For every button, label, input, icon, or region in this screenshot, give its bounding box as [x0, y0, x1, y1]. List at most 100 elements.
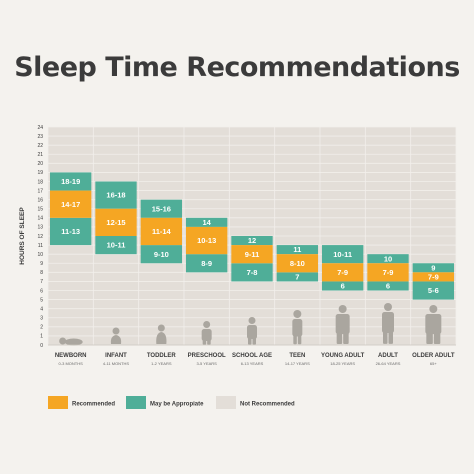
legend-swatch: [48, 396, 68, 409]
bar-lower-appropriate-label: 6: [386, 282, 390, 291]
y-tick-label: 3: [40, 316, 43, 322]
y-tick-label: 13: [37, 225, 43, 231]
y-tick-label: 19: [37, 170, 43, 176]
bar-recommended: [412, 272, 454, 282]
bar-recommended: [322, 263, 364, 282]
bar-recommended: [95, 208, 137, 236]
young-adult-icon: [335, 305, 350, 344]
x-category-label: PRESCHOOL: [188, 353, 226, 359]
x-category-label: OLDER ADULT: [412, 353, 455, 359]
preschooler-icon: [201, 321, 212, 345]
bar-lower-appropriate: [186, 254, 228, 273]
y-tick-label: 18: [37, 179, 43, 185]
bar-upper-appropriate-label: 9: [431, 263, 435, 272]
y-tick-label: 11: [38, 243, 43, 249]
bar-upper-appropriate: [276, 245, 318, 255]
y-tick-label: 6: [40, 288, 43, 294]
bar-recommended-label: 10-13: [197, 236, 216, 245]
bar-recommended: [186, 226, 228, 255]
bar-lower-appropriate: [95, 236, 137, 255]
y-tick-label: 12: [37, 234, 43, 240]
bar-lower-appropriate: [412, 281, 454, 300]
bar-lower-appropriate-label: 7-8: [247, 268, 258, 277]
bar-lower-appropriate: [367, 281, 409, 291]
x-category-sublabel: 4-11 MONTHS: [103, 361, 129, 366]
x-category-label: TEEN: [289, 353, 305, 359]
y-tick-label: 1: [40, 334, 43, 340]
x-category-label: SCHOOL AGE: [232, 353, 272, 359]
y-tick-label: 15: [37, 207, 43, 213]
x-category-sublabel: 1-2 YEARS: [151, 361, 172, 366]
bar-recommended-label: 7-9: [428, 272, 439, 281]
y-tick-label: 22: [37, 143, 43, 149]
y-tick-label: 2: [40, 325, 43, 331]
bar-upper-appropriate-label: 11: [293, 245, 301, 254]
baby-sitting-icon: [110, 327, 122, 344]
bar-recommended-label: 7-9: [337, 268, 348, 277]
bar-upper-appropriate: [50, 172, 92, 191]
bar-lower-appropriate-label: 10-11: [107, 241, 126, 250]
bar-lower-appropriate: [276, 272, 318, 282]
bar-recommended-label: 8-10: [290, 259, 305, 268]
legend-label: May be Appropiate: [150, 402, 204, 408]
bar-lower-appropriate-label: 8-9: [201, 259, 212, 268]
bar-recommended: [276, 254, 318, 273]
y-tick-label: 23: [37, 134, 43, 140]
bar-upper-appropriate: [322, 245, 364, 264]
x-category-sublabel: 65+: [430, 361, 437, 366]
bar-recommended-label: 7-9: [383, 268, 394, 277]
bar-upper-appropriate: [140, 199, 182, 218]
y-tick-label: 14: [37, 216, 43, 222]
y-tick-label: 7: [40, 279, 43, 285]
adult-icon: [382, 303, 394, 344]
x-category-sublabel: 6-13 YEARS: [241, 361, 264, 366]
teen-icon: [292, 310, 303, 345]
bar-recommended-label: 11-14: [152, 227, 172, 236]
chart-title: Sleep Time Recommendations: [14, 52, 460, 83]
bar-lower-appropriate-label: 9-10: [154, 250, 169, 259]
y-tick-label: 20: [37, 161, 43, 167]
y-tick-label: 17: [37, 188, 43, 194]
bar-lower-appropriate: [140, 245, 182, 264]
bar-lower-appropriate: [322, 281, 364, 291]
x-category-label: TODDLER: [147, 353, 177, 359]
bar-recommended-label: 9-11: [245, 250, 260, 259]
bar-upper-appropriate: [231, 236, 273, 246]
bar-upper-appropriate: [95, 181, 137, 209]
x-category-sublabel: 3-5 YEARS: [196, 361, 217, 366]
bar-lower-appropriate-label: 7: [295, 272, 299, 281]
y-tick-label: 16: [37, 197, 43, 203]
older-adult-icon: [425, 305, 442, 344]
bar-upper-appropriate-label: 10-11: [333, 250, 352, 259]
bar-upper-appropriate: [367, 254, 409, 264]
bar-lower-appropriate-label: 5-6: [428, 286, 439, 295]
legend-label: Not Recommended: [240, 402, 295, 408]
bar-upper-appropriate-label: 12: [248, 236, 256, 245]
bar-upper-appropriate-label: 14: [202, 218, 211, 227]
bar-upper-appropriate-label: 10: [384, 254, 392, 263]
x-category-label: YOUNG ADULT: [321, 353, 365, 359]
bar-upper-appropriate: [412, 263, 454, 273]
bar-upper-appropriate-label: 18-19: [61, 177, 80, 186]
y-tick-label: 21: [37, 152, 43, 158]
bar-lower-appropriate-label: 11-13: [61, 227, 80, 236]
x-category-sublabel: 18-25 YEARS: [330, 361, 355, 366]
x-category-label: INFANT: [105, 353, 127, 359]
bar-recommended-label: 14-17: [61, 200, 80, 209]
y-tick-label: 10: [37, 252, 43, 258]
x-category-sublabel: 26-64 YEARS: [376, 361, 401, 366]
bar-lower-appropriate-label: 6: [341, 282, 345, 291]
legend-swatch: [216, 396, 236, 409]
bar-upper-appropriate-label: 16-18: [106, 191, 125, 200]
bar-upper-appropriate-label: 15-16: [152, 204, 171, 213]
legend-label: Recommended: [72, 402, 115, 408]
toddler-icon: [156, 324, 167, 344]
x-category-label: NEWBORN: [55, 353, 87, 359]
y-tick-label: 9: [40, 261, 43, 267]
bar-lower-appropriate: [50, 217, 92, 246]
bar-recommended: [50, 190, 92, 218]
y-tick-label: 8: [40, 270, 43, 276]
bar-recommended: [367, 263, 409, 282]
bar-upper-appropriate: [186, 217, 228, 227]
